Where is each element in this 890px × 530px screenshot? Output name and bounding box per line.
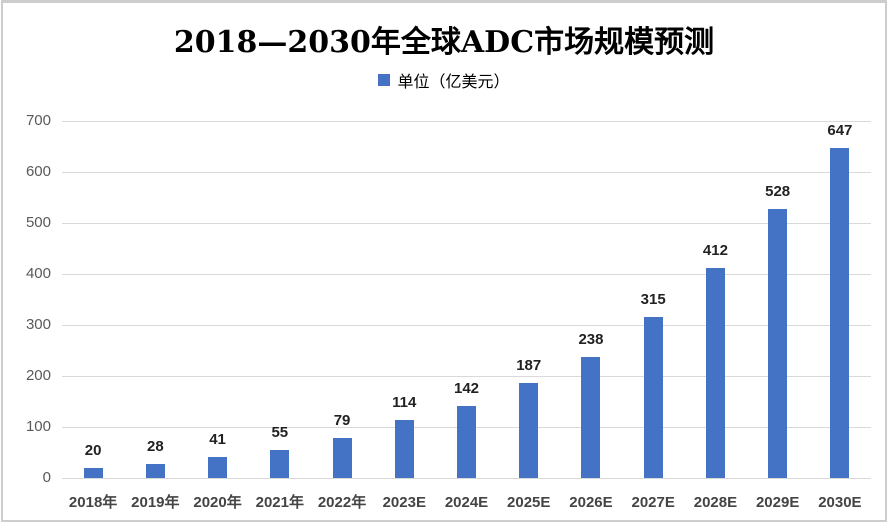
bar-value-label: 55 <box>271 423 289 441</box>
bar-2025E <box>519 382 539 478</box>
bar-2026E <box>581 356 601 478</box>
gridline <box>62 324 871 326</box>
bar-2021年 <box>270 449 290 478</box>
x-axis-tick-label: 2019年 <box>131 494 180 511</box>
bar-2022年 <box>332 437 352 478</box>
gridline <box>62 375 871 377</box>
bar-value-label: 20 <box>84 441 102 459</box>
x-axis-tick-label: 2024E <box>444 494 489 511</box>
x-axis-tick-label: 2021年 <box>255 494 304 511</box>
y-axis-tick-label: 600 <box>25 163 51 180</box>
x-axis-tick-label: 2023E <box>382 494 426 511</box>
bar-2028E <box>705 267 725 478</box>
bar-2018年 <box>83 467 103 478</box>
bar-2027E <box>643 317 663 478</box>
bar-value-label: 142 <box>453 379 480 397</box>
bar-value-label: 647 <box>827 122 853 140</box>
gridline <box>62 171 871 173</box>
legend-marker-square <box>378 74 391 86</box>
y-axis-tick-label: 200 <box>25 367 51 384</box>
x-axis-tick-label: 2025E <box>507 494 551 511</box>
bar-value-label: 238 <box>578 330 604 348</box>
bar-value-label: 79 <box>333 411 351 429</box>
bar-value-label: 315 <box>640 291 666 309</box>
y-axis-tick-label: 400 <box>25 265 51 282</box>
y-axis-tick-label: 500 <box>25 214 51 231</box>
x-axis-tick-label: 2020年 <box>193 494 242 511</box>
bar-2029E <box>768 208 788 478</box>
bar-value-label: 528 <box>765 182 791 200</box>
chart-title: 2018—2030年全球ADC市场规模预测 <box>173 25 715 60</box>
bar-2019年 <box>145 463 165 478</box>
x-axis-tick-label: 2018年 <box>68 494 118 511</box>
bar-2020年 <box>208 457 228 478</box>
x-axis-tick-label: 2030E <box>818 494 862 511</box>
bar-value-label: 412 <box>702 241 728 259</box>
x-axis-tick-label: 2026E <box>569 494 613 511</box>
bar-value-label: 187 <box>516 356 542 374</box>
bar-value-label: 114 <box>392 393 417 411</box>
bar-2024E <box>457 405 476 478</box>
x-axis-tick-label: 2029E <box>755 494 800 511</box>
legend-label: 单位（亿美元） <box>397 72 510 91</box>
y-axis-tick-label: 700 <box>25 112 51 129</box>
bar-value-label: 28 <box>147 437 164 455</box>
y-axis-tick-label: 0 <box>42 469 51 486</box>
gridline <box>62 120 871 122</box>
x-axis-tick-label: 2027E <box>631 494 675 511</box>
bar-value-label: 41 <box>209 431 226 449</box>
plot-area: 0 100 200 300 400 500 600 700 20 2018年 28 2019年 41 20… <box>3 3 885 520</box>
gridline <box>62 222 871 224</box>
bar-2030E <box>830 148 850 478</box>
y-axis-tick-label: 100 <box>25 418 51 435</box>
gridline <box>62 477 871 479</box>
x-axis-tick-label: 2028E <box>693 494 738 511</box>
y-axis-tick-label: 300 <box>25 316 51 333</box>
x-axis-tick-label: 2022年 <box>317 494 367 511</box>
gridline <box>62 273 871 275</box>
bar-2023E <box>394 419 414 478</box>
legend: 单位（亿美元） <box>3 68 885 92</box>
